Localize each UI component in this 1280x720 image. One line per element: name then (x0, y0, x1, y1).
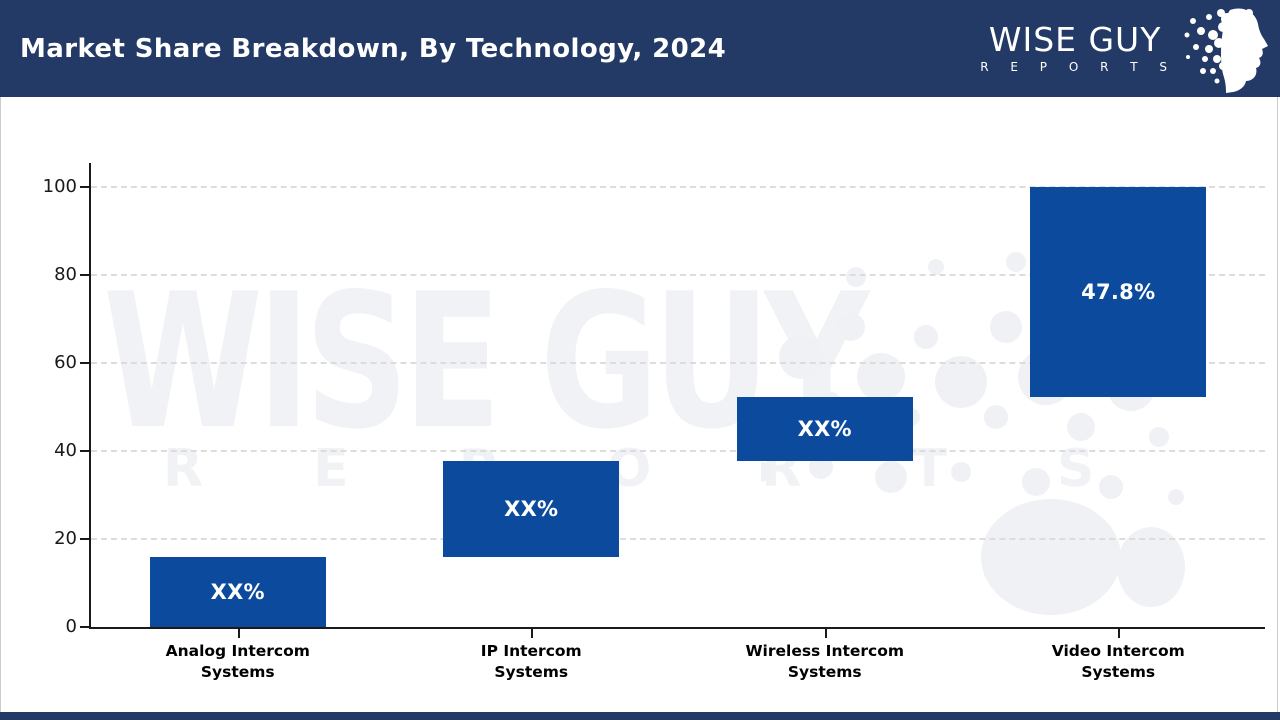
x-tick-mark (1118, 629, 1121, 638)
y-tick-mark (80, 186, 89, 188)
bar-value-label: XX% (797, 417, 852, 442)
gridline (91, 274, 1265, 276)
plot-area: 0 20 40 60 80 100 XX% Analog Intercom Systems XX… (43, 163, 1265, 681)
x-category-label: Analog Intercom Systems (165, 642, 310, 681)
footer-bar (0, 712, 1280, 720)
y-tick-mark (80, 274, 89, 276)
y-tick-mark (80, 362, 89, 364)
x-category-label: IP Intercom Systems (480, 642, 582, 681)
wiseguy-logo: WISE GUY R E P O R T S (974, 0, 1270, 97)
y-tick-mark (80, 450, 89, 452)
x-category-label: Wireless Intercom Systems (745, 642, 905, 681)
x-category-label: Video Intercom Systems (1051, 642, 1185, 681)
y-tick-mark (80, 626, 89, 628)
wiseguy-head-icon (1184, 8, 1268, 93)
bar-segment: 47.8% (1030, 187, 1207, 398)
header-bar: Market Share Breakdown, By Technology, 2… (0, 0, 1280, 97)
x-tick-mark (824, 629, 827, 638)
bar-segment: XX% (443, 461, 620, 557)
x-tick-mark (531, 629, 534, 638)
gridline (91, 450, 1265, 452)
y-tick-label: 20 (54, 528, 77, 549)
gridline (91, 186, 1265, 188)
bar-value-label: XX% (504, 496, 559, 521)
y-tick-label: 100 (42, 176, 77, 197)
wiseguy-logo-text: WISE GUY R E P O R T S (974, 23, 1176, 74)
page-title: Market Share Breakdown, By Technology, 2… (20, 33, 727, 64)
y-tick-label: 60 (54, 352, 77, 373)
y-tick-label: 80 (54, 264, 77, 285)
logo-wordmark: WISE GUY (988, 20, 1162, 60)
bar-segment: XX% (149, 556, 326, 627)
bar-value-label: XX% (210, 579, 265, 604)
logo-subtitle: R E P O R T S (980, 59, 1176, 74)
x-tick-mark (237, 629, 240, 638)
y-tick-label: 0 (65, 616, 77, 637)
bar-value-label: 47.8% (1081, 280, 1156, 305)
y-tick-mark (80, 538, 89, 540)
bar-segment: XX% (736, 397, 913, 462)
y-tick-label: 40 (54, 440, 77, 461)
gridline (91, 538, 1265, 540)
chart-region: WISE GUY R E P O R T S 0 20 40 60 80 100 XX% An… (0, 97, 1278, 713)
gridline (91, 362, 1265, 364)
